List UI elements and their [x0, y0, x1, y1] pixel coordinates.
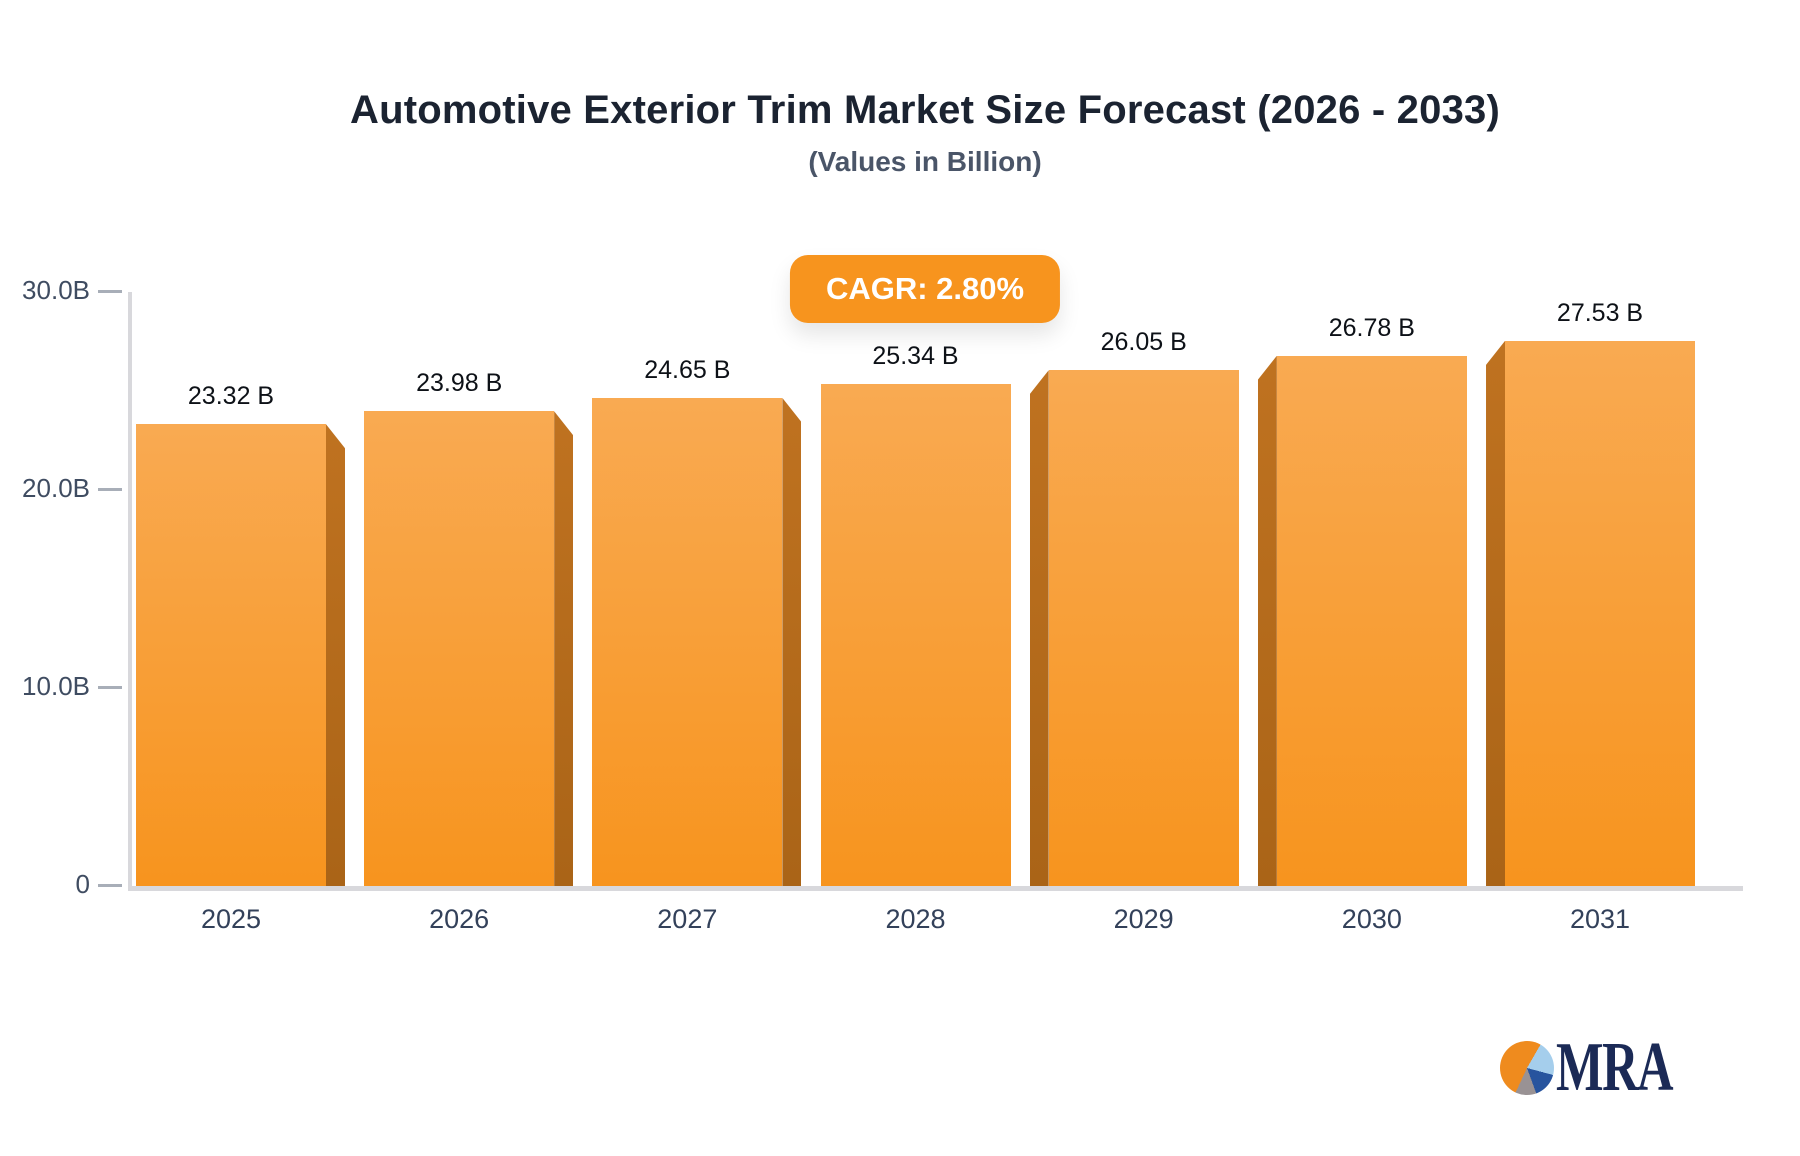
bar-2031	[1505, 340, 1696, 886]
bar-2030	[1276, 355, 1467, 886]
x-axis-line	[128, 886, 1743, 891]
bar-side-2027	[782, 397, 802, 886]
cagr-badge: CAGR: 2.80%	[789, 255, 1061, 323]
y-tick-dash	[98, 686, 122, 689]
logo-text: MRA	[1556, 1029, 1673, 1106]
bar-2028	[820, 384, 1011, 886]
bar-2027	[592, 397, 783, 886]
chart-subtitle: (Values in Billion)	[808, 146, 1042, 177]
bar-side-2029	[1029, 370, 1049, 886]
x-axis-year-label: 2030	[1341, 904, 1402, 934]
y-axis-line	[128, 292, 132, 890]
y-tick-label: 0	[75, 869, 90, 899]
bar-2026	[364, 411, 555, 886]
y-tick-dash	[98, 884, 122, 887]
bar-2029	[1048, 370, 1239, 886]
x-axis-year-label: 2025	[200, 904, 262, 934]
x-axis-year-label: 2031	[1569, 904, 1631, 934]
y-tick-label: 30.0B	[22, 275, 90, 305]
x-axis-year-label: 2026	[429, 904, 490, 934]
bar-value-label: 24.65 B	[644, 355, 731, 384]
y-tick-label: 10.0B	[22, 671, 90, 701]
brand-logo: MRA	[1500, 1029, 1717, 1106]
bar-value-label: 23.98 B	[416, 369, 503, 398]
bar-value-label: 25.34 B	[872, 342, 959, 371]
chart-title: Automotive Exterior Trim Market Size For…	[349, 88, 1500, 132]
bar-value-label: 26.05 B	[1100, 328, 1187, 357]
bar-value-label: 26.78 B	[1328, 313, 1415, 342]
x-axis-year-label: 2029	[1113, 904, 1174, 934]
x-axis-year-label: 2028	[885, 904, 946, 934]
pie-chart-logo-icon	[1500, 1041, 1554, 1095]
bar-value-label: 23.32 B	[187, 382, 275, 411]
y-tick-label: 20.0B	[22, 473, 90, 503]
bar-side-2025	[326, 424, 345, 886]
bar-side-2026	[554, 411, 574, 886]
bar-side-2031	[1486, 340, 1506, 886]
bar-side-2030	[1257, 355, 1277, 886]
bar-2025	[136, 424, 326, 886]
x-axis-year-label: 2027	[657, 904, 718, 934]
y-tick-dash	[98, 488, 122, 491]
bar-value-label: 27.53 B	[1556, 298, 1644, 327]
y-tick-dash	[98, 290, 122, 293]
